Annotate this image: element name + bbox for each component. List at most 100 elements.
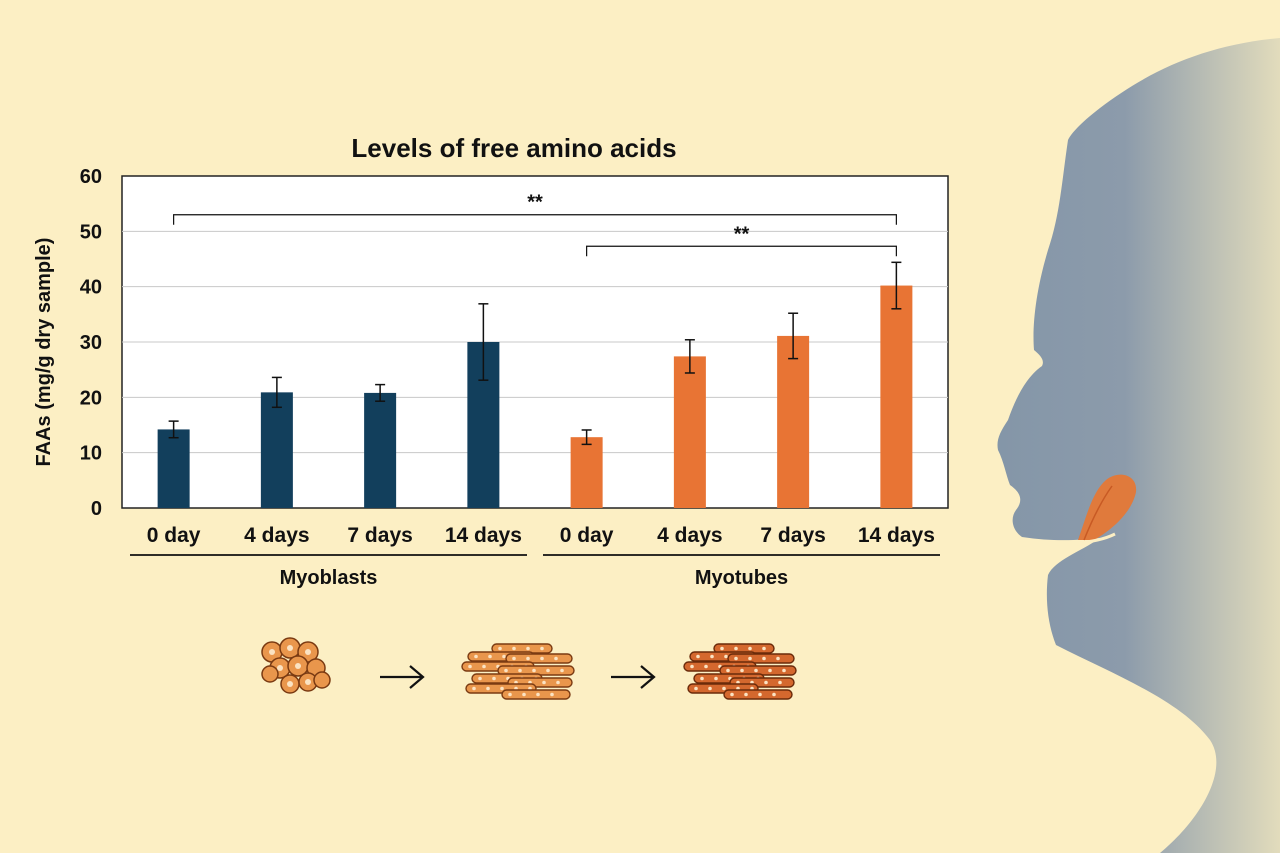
nucleus bbox=[748, 646, 752, 651]
nucleus bbox=[754, 668, 758, 673]
nucleus bbox=[776, 656, 780, 661]
significance-label: ** bbox=[527, 192, 543, 214]
y-tick-label: 40 bbox=[80, 277, 102, 299]
myoblast-cells-icon bbox=[261, 637, 331, 694]
nucleus bbox=[560, 668, 564, 673]
nucleus bbox=[734, 656, 738, 661]
category-label: 4 days bbox=[657, 524, 722, 547]
bar bbox=[673, 356, 706, 508]
nucleus bbox=[714, 676, 718, 681]
y-tick-label: 20 bbox=[80, 387, 102, 409]
nucleus bbox=[478, 676, 482, 681]
nucleus bbox=[540, 656, 544, 661]
nucleus bbox=[704, 664, 708, 669]
bar bbox=[364, 392, 397, 508]
nucleus bbox=[508, 692, 512, 697]
nucleus bbox=[782, 668, 786, 673]
nucleus bbox=[762, 646, 766, 651]
category-label: 4 days bbox=[244, 524, 309, 547]
nucleus bbox=[772, 692, 776, 697]
category-label: 0 day bbox=[147, 524, 201, 547]
error-bar bbox=[891, 261, 902, 310]
nucleus bbox=[486, 686, 490, 691]
nucleus bbox=[700, 676, 704, 681]
error-bar bbox=[478, 303, 489, 381]
significance-bracket bbox=[173, 214, 897, 225]
nucleus bbox=[690, 664, 694, 669]
category-label: 7 days bbox=[760, 524, 825, 547]
tongue-icon bbox=[1023, 474, 1137, 545]
nucleus bbox=[748, 656, 752, 661]
nucleus bbox=[762, 656, 766, 661]
nucleus bbox=[526, 656, 530, 661]
nucleus bbox=[498, 646, 502, 651]
nucleus bbox=[532, 668, 536, 673]
nucleus bbox=[556, 680, 560, 685]
nucleus bbox=[726, 668, 730, 673]
nucleus bbox=[740, 668, 744, 673]
nucleus bbox=[474, 654, 478, 659]
significance-label: ** bbox=[734, 223, 750, 245]
y-tick-label: 60 bbox=[80, 166, 102, 188]
myotube bbox=[501, 689, 571, 700]
y-tick-label: 50 bbox=[80, 221, 102, 243]
error-bars bbox=[168, 261, 902, 446]
nucleus bbox=[764, 680, 768, 685]
bar bbox=[570, 437, 603, 508]
error-bar bbox=[375, 383, 386, 402]
category-labels: 0 day 4 days 7 days 14 days 0 day 4 days 7 day… bbox=[147, 524, 935, 547]
nucleus bbox=[778, 680, 782, 685]
error-bar bbox=[684, 339, 695, 374]
myotube bbox=[723, 689, 793, 700]
mature-myotube-cells-icon bbox=[683, 643, 797, 700]
head-silhouette-icon bbox=[997, 38, 1280, 853]
myotube-cells-icon bbox=[461, 643, 575, 700]
nucleus bbox=[724, 654, 728, 659]
nucleus bbox=[768, 668, 772, 673]
nucleus bbox=[504, 668, 508, 673]
category-label: 14 days bbox=[858, 524, 935, 547]
nucleus bbox=[512, 656, 516, 661]
error-bar bbox=[271, 376, 282, 409]
nucleus bbox=[542, 680, 546, 685]
significance-brackets: ** ** bbox=[173, 192, 897, 257]
error-bar bbox=[168, 420, 179, 439]
nucleus bbox=[472, 686, 476, 691]
group-labels: Myoblasts Myotubes bbox=[130, 554, 940, 589]
category-label: 7 days bbox=[347, 524, 412, 547]
y-tick-label: 30 bbox=[80, 332, 102, 354]
nucleus bbox=[512, 646, 516, 651]
nucleus bbox=[482, 664, 486, 669]
gridlines bbox=[122, 230, 948, 454]
nucleus bbox=[468, 664, 472, 669]
nucleus bbox=[694, 686, 698, 691]
chart-title: Levels of free amino acids bbox=[351, 133, 676, 163]
nucleus bbox=[734, 646, 738, 651]
nucleus bbox=[710, 654, 714, 659]
nucleus bbox=[730, 692, 734, 697]
nucleus bbox=[758, 692, 762, 697]
bars bbox=[157, 285, 913, 508]
nucleus bbox=[518, 668, 522, 673]
group-label: Myoblasts bbox=[280, 567, 378, 589]
arrow-right-icon bbox=[380, 665, 425, 689]
nucleus bbox=[522, 692, 526, 697]
nucleus bbox=[488, 654, 492, 659]
nucleus bbox=[744, 692, 748, 697]
category-label: 0 day bbox=[560, 524, 614, 547]
bar bbox=[880, 285, 913, 508]
category-label: 14 days bbox=[445, 524, 522, 547]
nucleus bbox=[502, 654, 506, 659]
nucleus bbox=[536, 692, 540, 697]
bar bbox=[260, 392, 293, 508]
nucleus bbox=[546, 668, 550, 673]
myotube bbox=[505, 653, 573, 664]
nucleus bbox=[696, 654, 700, 659]
nucleus bbox=[720, 646, 724, 651]
bar bbox=[157, 429, 190, 508]
nucleus bbox=[540, 646, 544, 651]
y-tick-label: 0 bbox=[91, 498, 102, 520]
error-bar bbox=[581, 429, 592, 446]
